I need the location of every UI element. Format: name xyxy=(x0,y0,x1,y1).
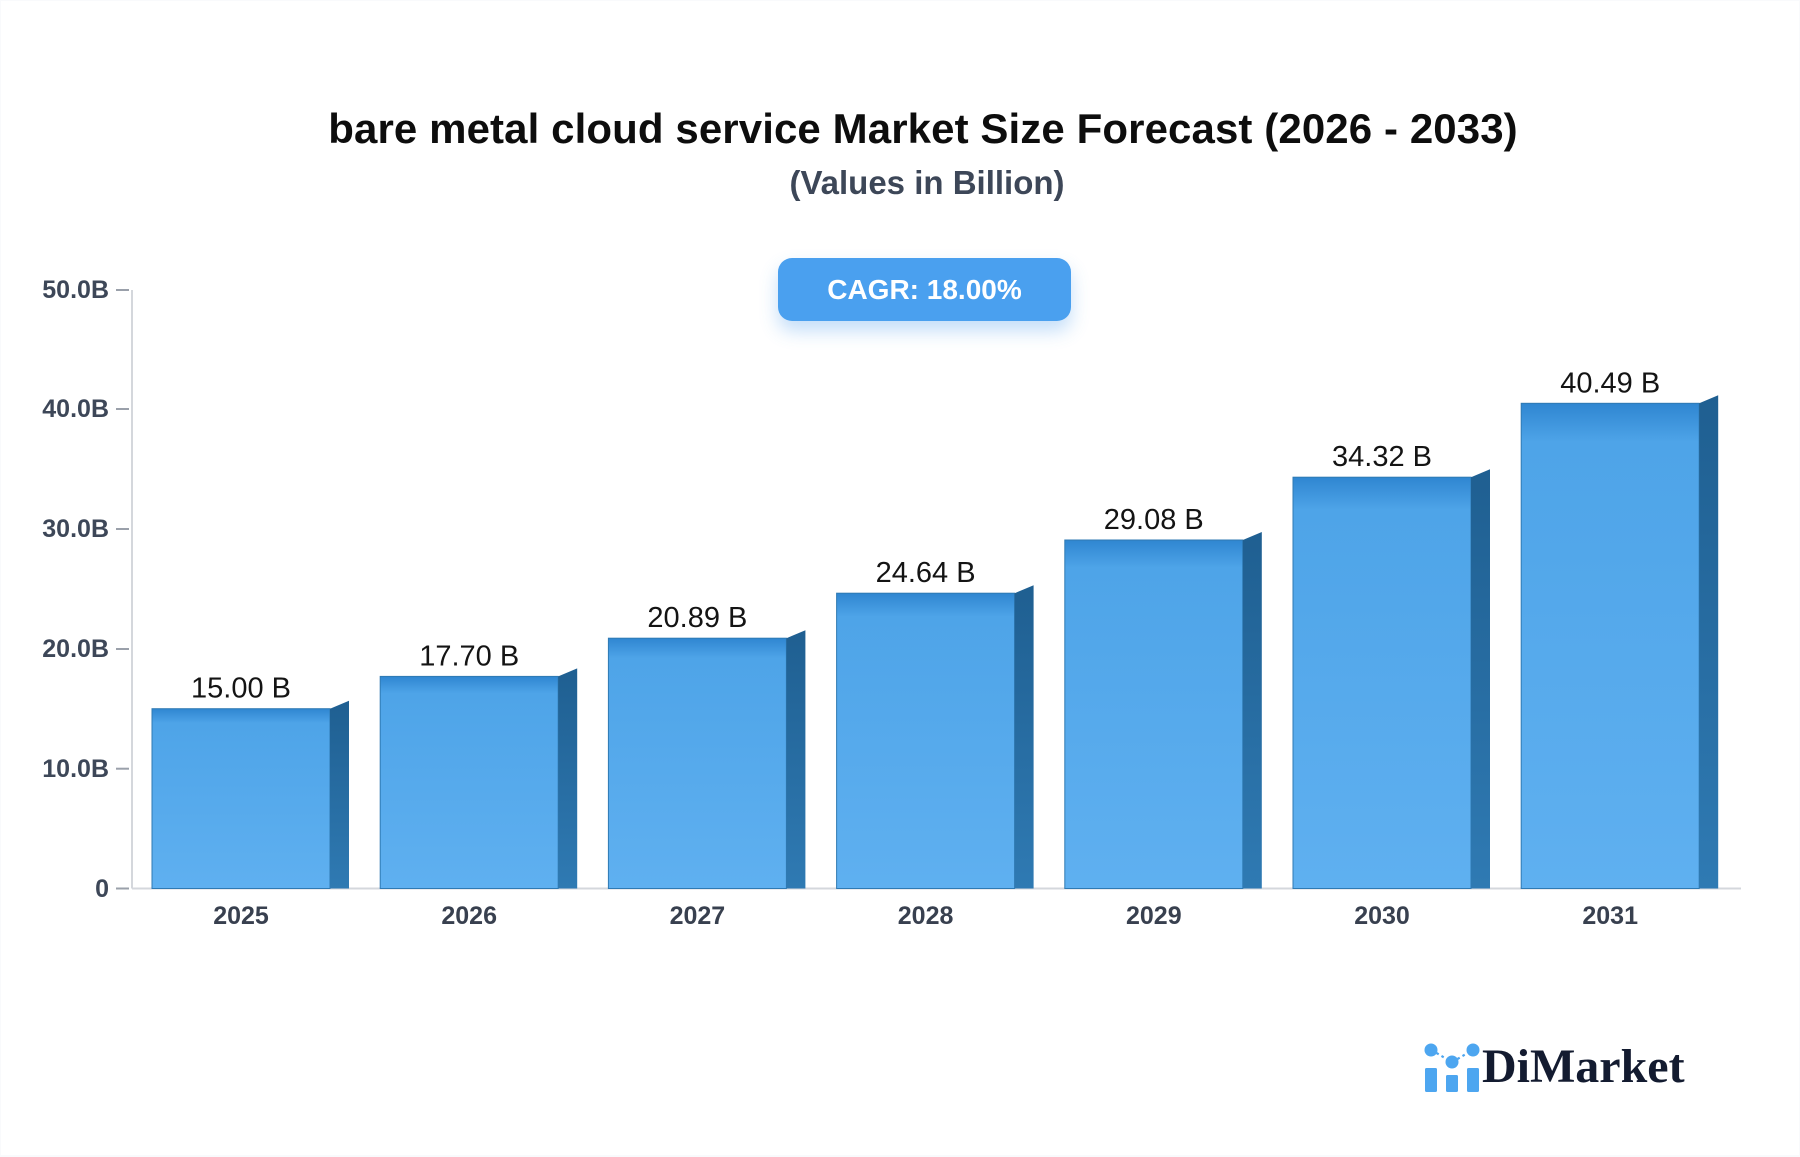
svg-text:2026: 2026 xyxy=(441,902,497,930)
svg-text:17.70 B: 17.70 B xyxy=(419,640,519,672)
svg-text:0: 0 xyxy=(95,875,109,903)
svg-text:20.89 B: 20.89 B xyxy=(647,602,747,634)
svg-text:2031: 2031 xyxy=(1582,902,1638,930)
svg-text:30.0B: 30.0B xyxy=(42,515,109,543)
svg-text:2028: 2028 xyxy=(898,902,954,930)
svg-text:10.0B: 10.0B xyxy=(42,755,109,783)
svg-text:40.49 B: 40.49 B xyxy=(1560,367,1660,399)
svg-text:24.64 B: 24.64 B xyxy=(876,557,976,589)
svg-text:2025: 2025 xyxy=(213,902,269,930)
svg-text:15.00 B: 15.00 B xyxy=(191,673,291,705)
svg-text:2029: 2029 xyxy=(1126,902,1182,930)
svg-text:2027: 2027 xyxy=(670,902,726,930)
svg-text:29.08 B: 29.08 B xyxy=(1104,504,1204,536)
svg-text:50.0B: 50.0B xyxy=(42,276,109,304)
svg-text:20.0B: 20.0B xyxy=(42,635,109,663)
svg-text:40.0B: 40.0B xyxy=(42,395,109,423)
svg-text:2030: 2030 xyxy=(1354,902,1410,930)
svg-text:34.32 B: 34.32 B xyxy=(1332,441,1432,473)
